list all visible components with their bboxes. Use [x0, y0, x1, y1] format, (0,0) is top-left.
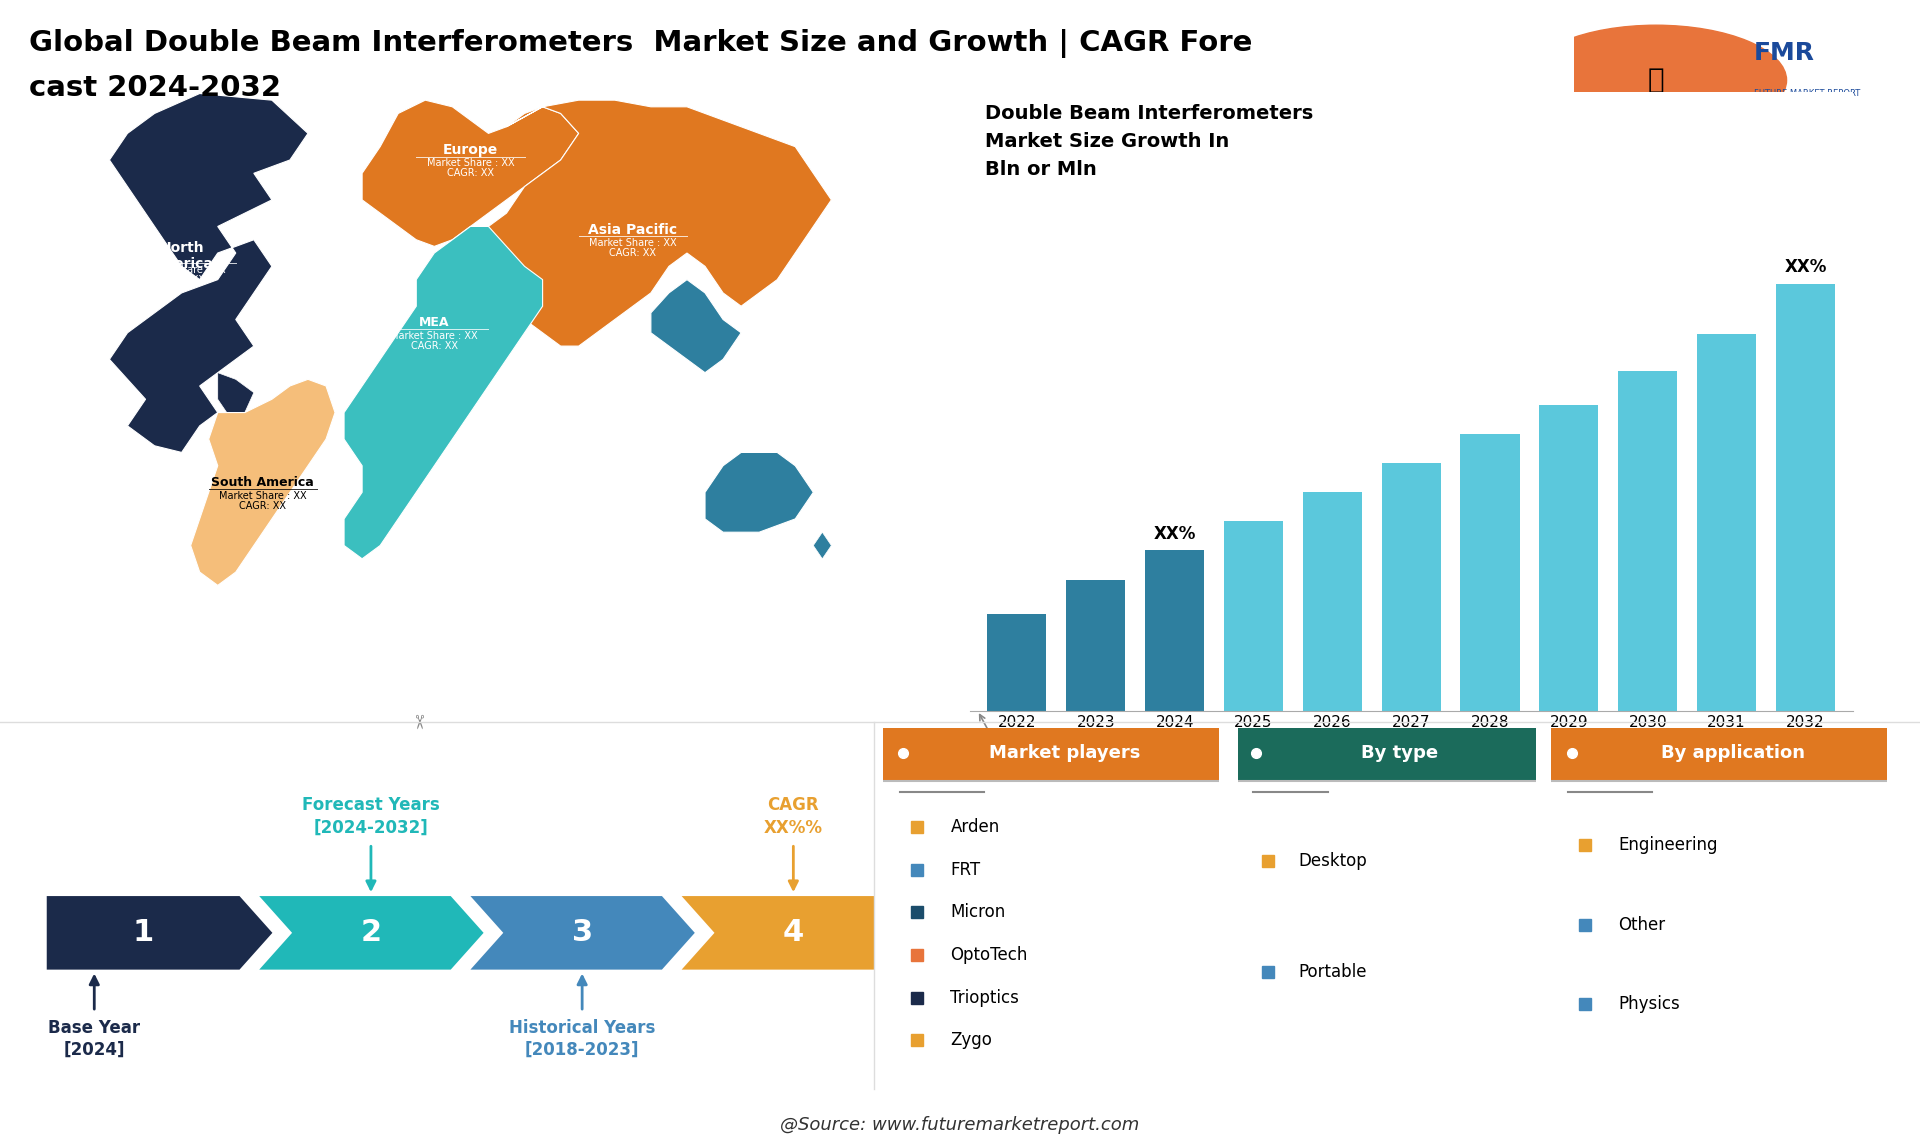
- Text: Zygo: Zygo: [950, 1031, 993, 1050]
- Text: CAGR: XX: CAGR: XX: [609, 248, 657, 258]
- Text: cast 2024-2032: cast 2024-2032: [29, 74, 280, 102]
- Text: Market Share : XX: Market Share : XX: [219, 490, 307, 501]
- Bar: [1304, 493, 1361, 711]
- Bar: [1382, 463, 1440, 711]
- Text: XX%: XX%: [1784, 258, 1826, 276]
- Text: CAGR: XX: CAGR: XX: [157, 275, 205, 284]
- FancyBboxPatch shape: [1548, 782, 1891, 1086]
- Text: Physics: Physics: [1619, 995, 1680, 1013]
- FancyBboxPatch shape: [1233, 721, 1542, 785]
- Bar: [987, 613, 1046, 711]
- Bar: [1066, 580, 1125, 711]
- Polygon shape: [705, 453, 814, 532]
- Bar: [1619, 371, 1678, 711]
- Text: Historical Years
[2018-2023]: Historical Years [2018-2023]: [509, 1019, 655, 1059]
- Text: Other: Other: [1619, 916, 1667, 934]
- Text: Market Share : XX: Market Share : XX: [138, 265, 225, 275]
- Text: FUTURE MARKET REPORT: FUTURE MARKET REPORT: [1753, 89, 1860, 99]
- Polygon shape: [109, 94, 307, 453]
- Bar: [1776, 284, 1836, 711]
- Text: By application: By application: [1661, 744, 1805, 762]
- Bar: [1697, 335, 1757, 711]
- Polygon shape: [344, 227, 543, 559]
- Text: 2: 2: [361, 918, 382, 948]
- Polygon shape: [470, 100, 831, 346]
- Text: Double Beam Interferometers
Market Size Growth In
Bln or Mln: Double Beam Interferometers Market Size …: [985, 104, 1313, 180]
- Text: CAGR: XX: CAGR: XX: [447, 168, 493, 179]
- Text: 1: 1: [132, 918, 154, 948]
- Text: @Source: www.futuremarketreport.com: @Source: www.futuremarketreport.com: [780, 1116, 1140, 1135]
- Text: Base Year
[2024]: Base Year [2024]: [48, 1019, 140, 1059]
- Text: MEA: MEA: [419, 316, 449, 329]
- Text: FMR: FMR: [1753, 41, 1814, 64]
- Polygon shape: [814, 532, 831, 559]
- Text: XX%: XX%: [1154, 525, 1196, 543]
- Bar: [1540, 405, 1599, 711]
- Text: Engineering: Engineering: [1619, 837, 1718, 855]
- Text: CAGR
XX%%: CAGR XX%%: [764, 796, 824, 837]
- Polygon shape: [46, 895, 275, 971]
- Bar: [1144, 550, 1204, 711]
- Polygon shape: [190, 379, 334, 586]
- Polygon shape: [680, 895, 908, 971]
- Text: By type: By type: [1361, 744, 1438, 762]
- Text: 4: 4: [783, 918, 804, 948]
- Text: Desktop: Desktop: [1298, 853, 1367, 870]
- Text: Market Share : XX: Market Share : XX: [426, 158, 515, 168]
- Circle shape: [1524, 25, 1786, 135]
- Polygon shape: [363, 100, 578, 246]
- Polygon shape: [651, 280, 741, 372]
- Polygon shape: [468, 895, 697, 971]
- FancyBboxPatch shape: [1544, 721, 1893, 785]
- FancyBboxPatch shape: [876, 721, 1227, 785]
- Text: Micron: Micron: [950, 903, 1006, 921]
- Polygon shape: [257, 895, 486, 971]
- Text: 🔭: 🔭: [1647, 66, 1665, 94]
- Text: Asia Pacific: Asia Pacific: [588, 222, 678, 237]
- Text: CAGR: XX: CAGR: XX: [240, 501, 286, 511]
- Text: FRT: FRT: [950, 861, 981, 879]
- Text: Arden: Arden: [950, 818, 1000, 837]
- Text: 3: 3: [572, 918, 593, 948]
- Text: CAGR: XX: CAGR: XX: [411, 342, 457, 351]
- Text: OptoTech: OptoTech: [950, 947, 1027, 964]
- Bar: [1461, 434, 1519, 711]
- Text: Portable: Portable: [1298, 963, 1367, 981]
- Text: Market players: Market players: [989, 744, 1140, 762]
- Text: Market Share : XX: Market Share : XX: [589, 238, 676, 248]
- FancyBboxPatch shape: [879, 782, 1223, 1086]
- Text: Market Share : XX: Market Share : XX: [390, 331, 478, 342]
- Bar: [1223, 521, 1283, 711]
- Text: Forecast Years
[2024-2032]: Forecast Years [2024-2032]: [301, 796, 440, 837]
- Text: ✂: ✂: [407, 713, 426, 729]
- Text: North
America: North America: [150, 242, 213, 272]
- Text: Europe: Europe: [444, 143, 497, 157]
- Text: Global Double Beam Interferometers  Market Size and Growth | CAGR Fore: Global Double Beam Interferometers Marke…: [29, 29, 1252, 57]
- Text: Trioptics: Trioptics: [950, 989, 1020, 1006]
- FancyBboxPatch shape: [1235, 782, 1540, 1086]
- Text: South America: South America: [211, 476, 315, 489]
- Polygon shape: [217, 372, 253, 413]
